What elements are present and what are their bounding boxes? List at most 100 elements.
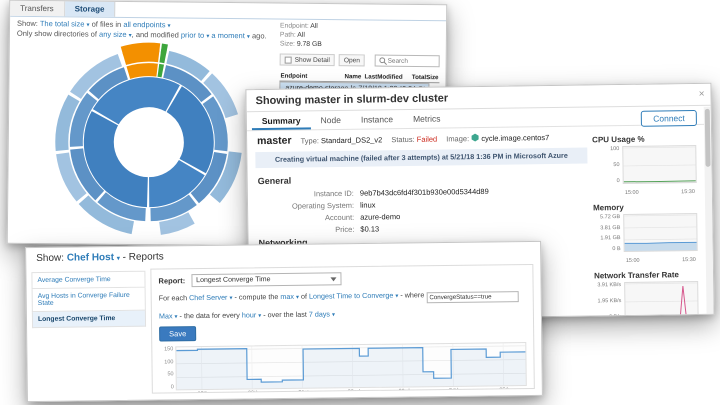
image-value: cycle.image.centos7 (481, 133, 550, 143)
show-label: Show: (16, 18, 38, 29)
y-tick: 0 B/s (609, 314, 622, 321)
x-tick: 19th (178, 391, 228, 394)
scrollbar-track[interactable] (703, 106, 714, 314)
converge-time-chart: 150 100 50 0 (159, 342, 527, 390)
open-button[interactable]: Open (338, 54, 366, 67)
aggregate2-dropdown[interactable]: Max (159, 311, 178, 320)
sidebar-item-avg-hosts-failure[interactable]: Avg Hosts in Converge Failure State (31, 287, 146, 313)
report-label: Report: (158, 276, 186, 286)
where-filter-input[interactable] (426, 291, 519, 304)
x-tick: 15:30 (681, 188, 695, 196)
status-label: Status: (391, 134, 415, 145)
sidebar-item-average-converge-time[interactable]: Average Converge Time (31, 270, 146, 290)
show-detail-button[interactable]: Show Detail (279, 53, 335, 67)
connect-button[interactable]: Connect (641, 109, 697, 127)
type-value: Standard_DS2_v2 (320, 135, 383, 146)
where-label: - where (400, 290, 425, 300)
y-tick: 100 (610, 146, 620, 153)
col-lastmodified[interactable]: LastModified (364, 73, 403, 81)
y-tick: 0 B (612, 246, 621, 253)
y-tick: 100 (164, 359, 174, 366)
chart-title: CPU Usage % (592, 134, 645, 145)
tab-summary[interactable]: Summary (251, 111, 311, 131)
prior-to-dropdown[interactable]: prior to (181, 31, 210, 40)
step-line-plot (175, 342, 527, 391)
x-tick: 23rd (398, 388, 410, 394)
node-name: master (257, 134, 292, 148)
total-size-dropdown[interactable]: The total size (40, 19, 90, 29)
general-heading: General (257, 175, 292, 187)
image-label: Image: (446, 134, 470, 144)
y-tick: 50 (167, 371, 174, 378)
col-endpoint[interactable]: Endpoint (280, 72, 308, 80)
col-name[interactable]: Name (344, 73, 362, 81)
y-tick: 1.91 GB (600, 235, 621, 242)
scrollbar-thumb[interactable] (704, 108, 711, 167)
reports-suffix: - Reports (122, 251, 164, 263)
y-axis-labels: 5.72 GB 3.81 GB 1.91 GB 0 B (593, 214, 624, 252)
tab-instance[interactable]: Instance (360, 114, 394, 125)
memory-plot (623, 212, 699, 253)
save-button[interactable]: Save (159, 326, 197, 342)
dropdown-caret-icon (247, 33, 250, 40)
ago-label: ago. (251, 31, 267, 41)
col-totalsize[interactable]: TotalSize (411, 73, 439, 82)
tab-transfers[interactable]: Transfers (10, 0, 65, 17)
y-tick: 3.91 KB/s (597, 282, 622, 289)
x-tick: 15:00 (624, 189, 639, 196)
cpu-plot (622, 144, 698, 185)
aggregate-dropdown[interactable]: max (280, 292, 299, 301)
dropdown-caret-icon (296, 294, 299, 301)
cpu-usage-chart: CPU Usage % 100 50 0 15:00 15:30 (592, 134, 703, 197)
any-size-dropdown[interactable]: any size (99, 30, 132, 39)
kv-label: Account: (324, 212, 355, 223)
storage-toolbar: Show Detail Open (279, 53, 440, 68)
sidebar-item-longest-converge-time[interactable]: Longest Converge Time (31, 310, 147, 329)
tab-storage[interactable]: Storage (64, 1, 116, 17)
source-dropdown[interactable]: Chef Host (67, 252, 120, 264)
every-label: - the data for every (179, 310, 240, 321)
dropdown-caret-icon (258, 312, 261, 319)
node-header-row: master Type: Standard_DS2_v2 Status: Fai… (257, 130, 587, 147)
general-section: General Instance ID: 9eb7b43dc6fd4f301b93… (258, 171, 589, 235)
storage-sunburst-chart[interactable] (48, 41, 250, 243)
endpoints-dropdown[interactable]: all endpoints (123, 20, 170, 29)
tab-node[interactable]: Node (320, 114, 341, 126)
kv-value: linux (359, 200, 376, 210)
endpoint-label: Endpoint: (279, 22, 309, 30)
endpoint-value: All (310, 22, 318, 30)
report-sentence-2: Max - the data for every hour - over the… (159, 307, 526, 320)
tab-metrics[interactable]: Metrics (412, 113, 441, 124)
size-value: 9.78 GB (296, 40, 322, 48)
y-axis-labels: 3.91 KB/s 1.95 KB/s 0 B/s (594, 282, 625, 320)
source-type-dropdown[interactable]: Chef Server (189, 293, 232, 302)
select-caret-icon (330, 276, 337, 281)
interval-dropdown[interactable]: hour (242, 310, 262, 319)
kv-value: $0.13 (360, 224, 380, 234)
kv-label: Price: (335, 224, 355, 235)
search-input[interactable] (387, 57, 436, 65)
metric-dropdown[interactable]: Longest Time to Converge (309, 291, 398, 301)
range-dropdown[interactable]: 7 days (309, 309, 335, 318)
moment-dropdown[interactable]: a moment (211, 31, 250, 40)
chart-title: Memory (593, 202, 624, 213)
y-tick: 3.81 GB (600, 224, 621, 231)
y-tick: 0 (616, 178, 620, 185)
path-value: All (297, 31, 305, 39)
checkbox-icon[interactable] (284, 56, 292, 64)
report-select[interactable]: Longest Converge Time (191, 272, 342, 288)
y-tick: 50 (613, 162, 620, 169)
for-each-label: For each (158, 293, 188, 303)
report-builder-panel: Report: Longest Converge Time For each C… (150, 263, 535, 394)
network-transfer-chart: Network Transfer Rate 3.91 KB/s 1.95 KB/… (594, 270, 705, 321)
storage-detail-panel: Endpoint: All Path: All Size: 9.78 GB Sh… (279, 22, 440, 107)
x-tick: 20th (247, 390, 259, 394)
close-icon[interactable] (699, 84, 705, 106)
y-axis-labels: 100 50 0 (592, 146, 623, 184)
kv-label: Instance ID: (313, 188, 354, 199)
dropdown-caret-icon (206, 33, 209, 40)
dropdown-caret-icon (332, 311, 335, 318)
network-plot (624, 280, 700, 321)
dropdown-caret-icon (395, 293, 398, 300)
y-tick: 1.95 KB/s (597, 298, 622, 305)
